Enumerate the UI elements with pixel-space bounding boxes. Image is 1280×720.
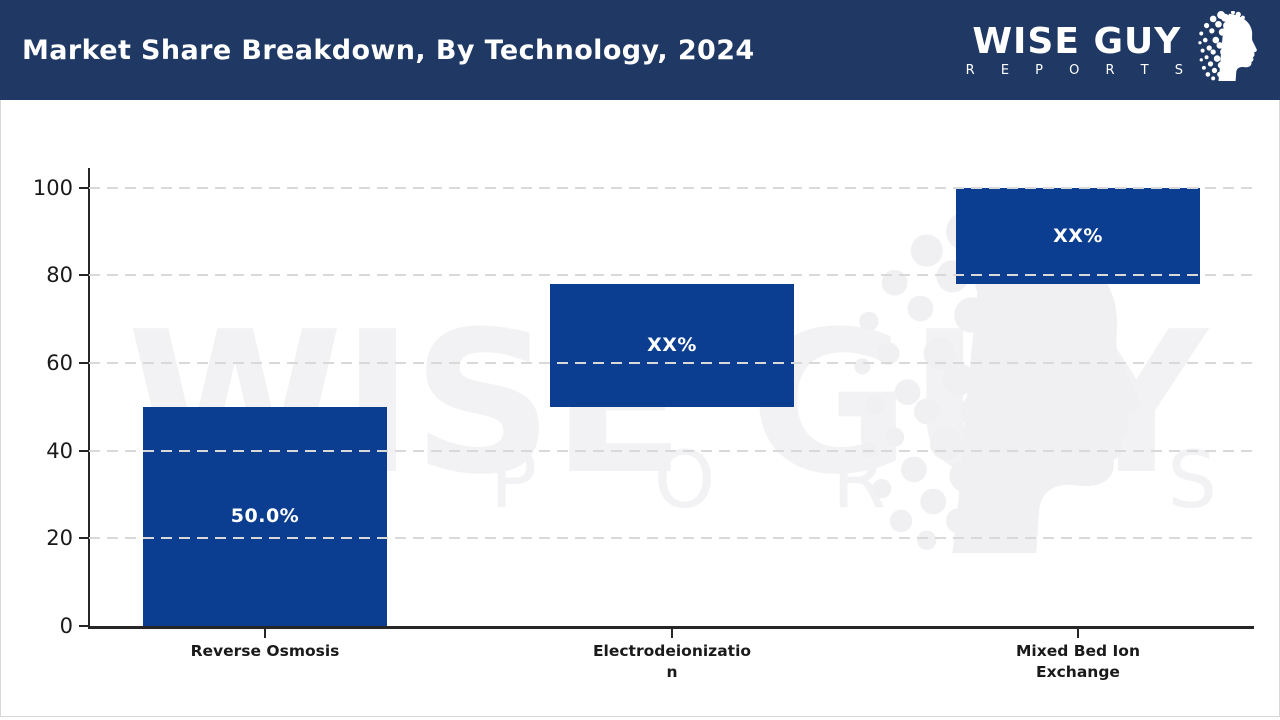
bar-value-label: XX%: [647, 334, 697, 357]
y-tick-label: 80: [46, 263, 73, 288]
logo-tagline: R E P O R T S: [965, 62, 1194, 78]
gridline: [89, 274, 1254, 277]
y-tick-label: 60: [46, 350, 73, 375]
gridline: [89, 186, 1254, 189]
x-tick-mark: [671, 629, 673, 638]
category-label-line: n: [666, 663, 678, 681]
bar-mixed-bed-ion-exchange: XX%: [956, 187, 1200, 284]
bar-value-label: XX%: [1053, 224, 1103, 247]
y-tick-mark: [79, 186, 88, 189]
y-tick-mark: [79, 361, 88, 364]
y-tick-label: 40: [46, 438, 73, 463]
y-axis-line: [88, 168, 90, 629]
y-tick-mark: [79, 449, 88, 452]
y-tick-mark: [79, 625, 88, 627]
y-tick-mark: [79, 274, 88, 277]
bar-electrodeionization: XX%: [550, 283, 794, 407]
bar-value-label: 50.0%: [230, 505, 300, 528]
header-bar: Market Share Breakdown, By Technology, 2…: [0, 0, 1280, 100]
category-label-line: Mixed Bed Ion: [1015, 642, 1140, 660]
chart-area: WISE GUY R E P O R T S 02040608010050.0%…: [0, 100, 1280, 717]
wise-guy-logo: WISE GUY R E P O R T S: [960, 11, 1262, 87]
y-tick-label: 20: [46, 526, 73, 551]
gridline: [89, 537, 1254, 540]
category-label: Mixed Bed Ion Exchange: [918, 641, 1238, 683]
x-tick-mark: [264, 629, 266, 638]
page-title: Market Share Breakdown, By Technology, 2…: [22, 34, 755, 66]
y-tick-mark: [79, 537, 88, 540]
gridline: [89, 361, 1254, 364]
category-label: Electrodeionizatio n: [512, 641, 832, 683]
y-tick-label: 0: [59, 614, 73, 638]
category-label: Reverse Osmosis: [105, 641, 425, 662]
y-tick-label: 100: [32, 175, 73, 200]
bar-reverse-osmosis: 50.0%: [143, 406, 387, 626]
logo-text: WISE GUY R E P O R T S: [960, 20, 1194, 78]
category-label-line: Electrodeionizatio: [592, 642, 752, 660]
logo-name: WISE GUY: [972, 20, 1182, 62]
x-tick-mark: [1077, 629, 1079, 638]
category-label-line: Reverse Osmosis: [190, 642, 340, 660]
category-label-line: Exchange: [1036, 663, 1120, 681]
x-axis-line: [88, 626, 1254, 629]
gridline: [89, 449, 1254, 452]
